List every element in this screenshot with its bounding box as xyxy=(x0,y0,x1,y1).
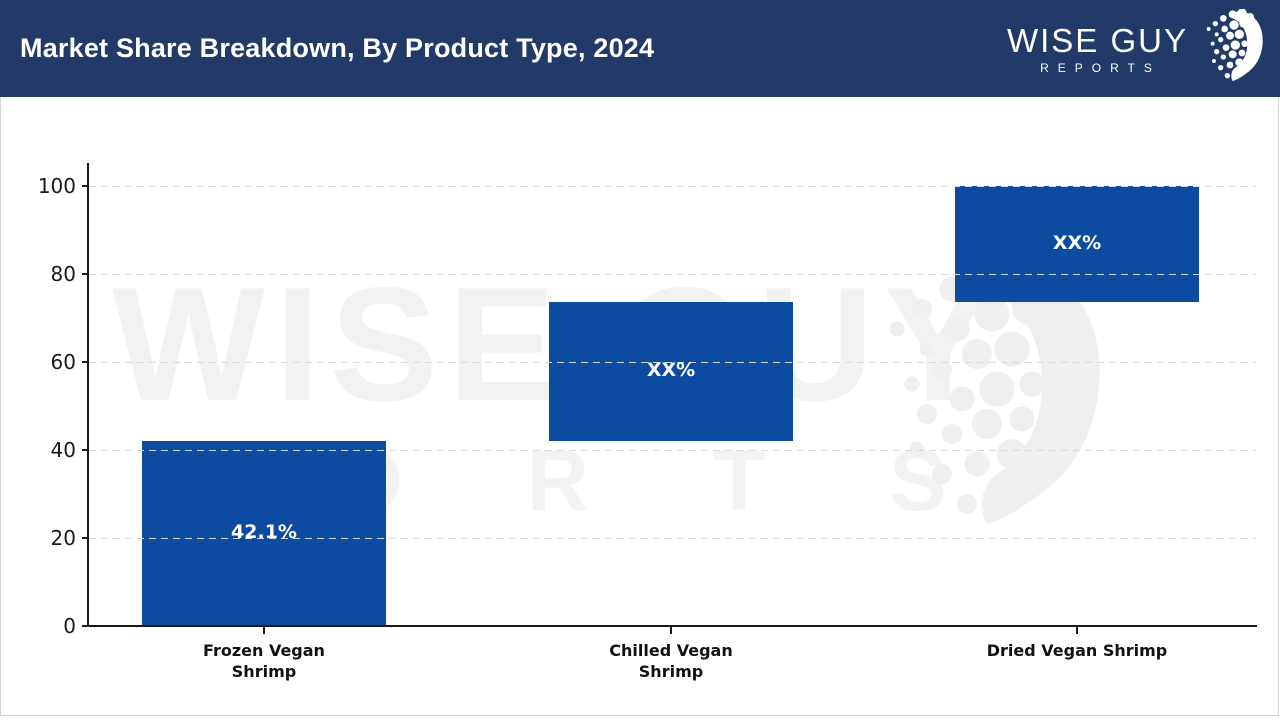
chart-title: Market Share Breakdown, By Product Type,… xyxy=(20,33,655,63)
gridline-100 xyxy=(89,186,1256,187)
y-tick-80 xyxy=(82,273,88,275)
x-tick-label-frozen-vegan-shrimp: Frozen Vegan Shrimp xyxy=(203,641,325,682)
y-tick-100 xyxy=(82,185,88,187)
y-axis-spine xyxy=(87,163,89,627)
y-tick-label-20: 20 xyxy=(50,526,76,550)
logo-wordmark: WISE GUY REPORTS xyxy=(1007,24,1188,74)
gridline-20 xyxy=(89,538,1256,539)
gridline-40 xyxy=(89,450,1256,451)
x-tick-frozen-vegan-shrimp xyxy=(263,627,265,634)
y-tick-60 xyxy=(82,361,88,363)
x-axis-spine xyxy=(87,625,1257,627)
x-tick-label-chilled-vegan-shrimp: Chilled Vegan Shrimp xyxy=(609,641,733,682)
bar-value-label-chilled-vegan-shrimp: XX% xyxy=(646,359,696,382)
dotted-face-icon xyxy=(1194,9,1266,89)
x-tick-chilled-vegan-shrimp xyxy=(670,627,672,634)
wise-guy-reports-logo: WISE GUY REPORTS xyxy=(1007,9,1266,89)
logo-sub-text: REPORTS xyxy=(1040,60,1161,75)
bar-frozen-vegan-shrimp xyxy=(142,440,386,626)
x-tick-dried-vegan-shrimp xyxy=(1076,627,1078,634)
y-tick-label-80: 80 xyxy=(50,262,76,286)
bar-chilled-vegan-shrimp xyxy=(549,301,793,441)
x-tick-label-dried-vegan-shrimp: Dried Vegan Shrimp xyxy=(986,641,1168,660)
y-tick-0 xyxy=(82,625,88,627)
gridline-60 xyxy=(89,362,1256,363)
bar-value-label-frozen-vegan-shrimp: 42.1% xyxy=(231,521,297,544)
y-tick-label-0: 0 xyxy=(63,614,76,638)
header-bar: Market Share Breakdown, By Product Type,… xyxy=(0,0,1280,97)
gridline-80 xyxy=(89,274,1256,275)
bar-value-label-dried-vegan-shrimp: XX% xyxy=(1052,231,1102,254)
logo-name-text: WISE GUY xyxy=(1006,21,1188,59)
y-tick-label-40: 40 xyxy=(50,438,76,462)
y-tick-label-60: 60 xyxy=(50,350,76,374)
y-tick-20 xyxy=(82,537,88,539)
y-tick-label-100: 100 xyxy=(37,174,76,198)
y-tick-40 xyxy=(82,449,88,451)
